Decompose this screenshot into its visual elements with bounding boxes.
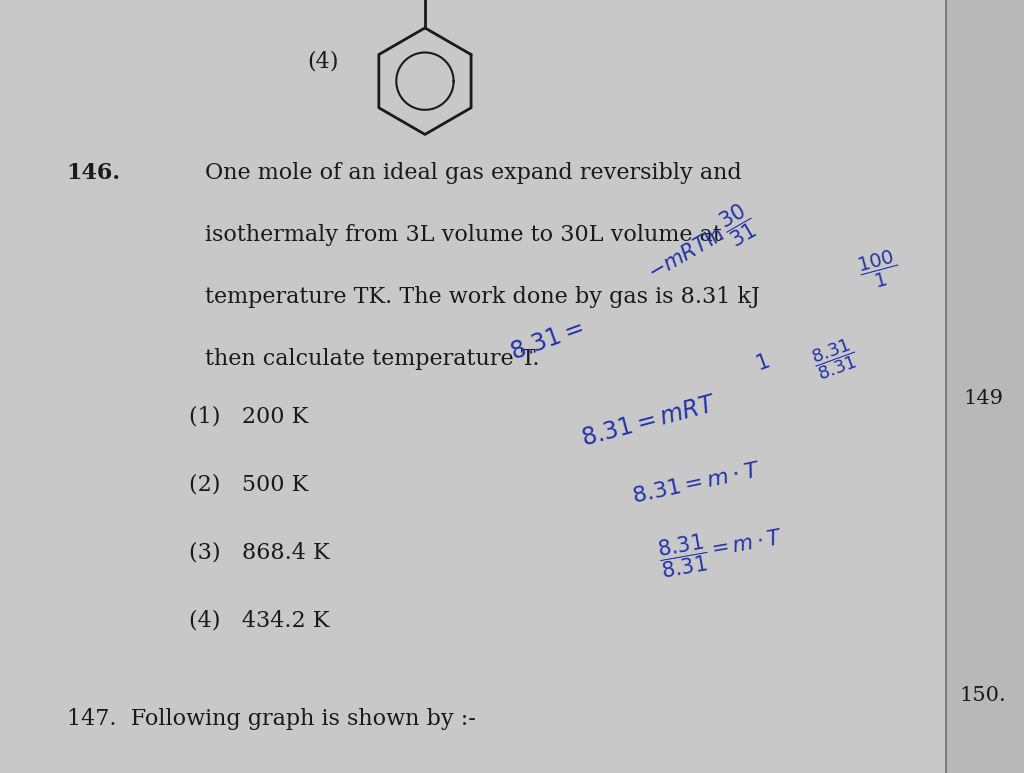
Text: then calculate temperature T.: then calculate temperature T. <box>205 348 540 369</box>
Text: One mole of an ideal gas expand reversibly and: One mole of an ideal gas expand reversib… <box>205 162 741 184</box>
Text: (4)   434.2 K: (4) 434.2 K <box>189 610 330 632</box>
Text: 149: 149 <box>963 389 1004 407</box>
Text: $8.31 = mRT$: $8.31 = mRT$ <box>579 392 719 451</box>
Text: (4): (4) <box>307 50 339 72</box>
Text: $\dfrac{8.31}{8.31}$: $\dfrac{8.31}{8.31}$ <box>809 335 861 383</box>
Text: 150.: 150. <box>959 686 1007 705</box>
Text: $8.31 = m \cdot T$: $8.31 = m \cdot T$ <box>630 460 762 506</box>
Bar <box>946 0 1024 773</box>
Text: (2)   500 K: (2) 500 K <box>189 474 308 495</box>
Text: $8.31 =$: $8.31 =$ <box>507 315 587 365</box>
Text: (1)   200 K: (1) 200 K <box>189 406 308 427</box>
Text: 146.: 146. <box>67 162 121 184</box>
Text: $1$: $1$ <box>753 352 772 375</box>
Text: isothermaly from 3L volume to 30L volume at: isothermaly from 3L volume to 30L volume… <box>205 224 722 246</box>
Text: temperature TK. The work done by gas is 8.31 kJ: temperature TK. The work done by gas is … <box>205 286 760 308</box>
Text: (3)   868.4 K: (3) 868.4 K <box>189 542 330 564</box>
Text: $-mRT\ln\dfrac{30}{31}$: $-mRT\ln\dfrac{30}{31}$ <box>640 199 762 294</box>
Text: $\dfrac{8.31}{8.31} = m \cdot T$: $\dfrac{8.31}{8.31} = m \cdot T$ <box>655 517 786 581</box>
Text: $\dfrac{100}{1}$: $\dfrac{100}{1}$ <box>855 247 903 294</box>
Text: 147.  Following graph is shown by :-: 147. Following graph is shown by :- <box>67 709 475 730</box>
